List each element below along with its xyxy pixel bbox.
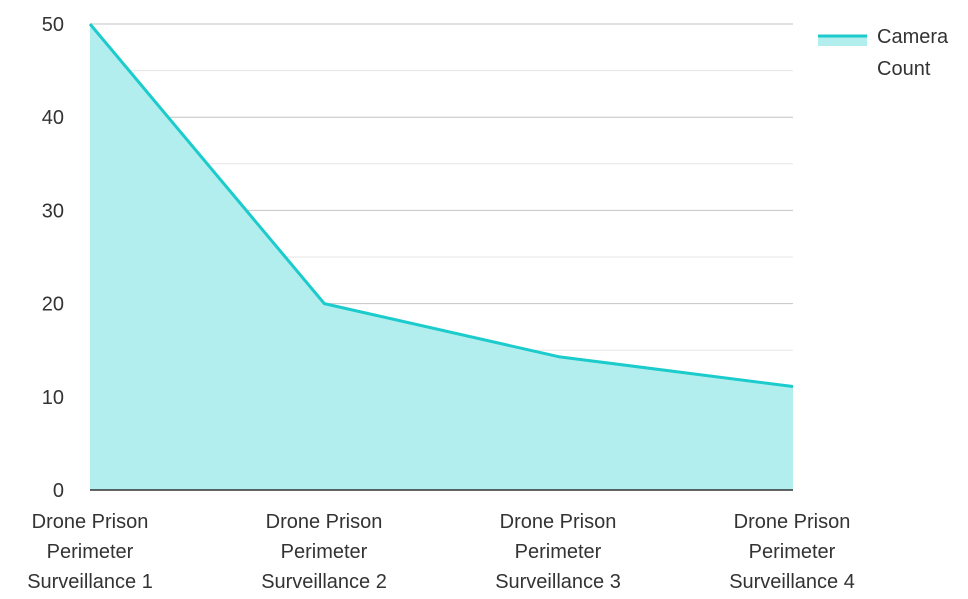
y-tick-label: 50 — [42, 14, 64, 36]
y-tick-label: 10 — [42, 387, 64, 409]
y-tick-label: 30 — [42, 200, 64, 222]
y-tick-label: 0 — [53, 480, 64, 502]
y-tick-label: 40 — [42, 107, 64, 129]
y-tick-labels: 0 10 20 30 40 50 — [42, 14, 64, 502]
y-tick-label: 20 — [42, 294, 64, 316]
